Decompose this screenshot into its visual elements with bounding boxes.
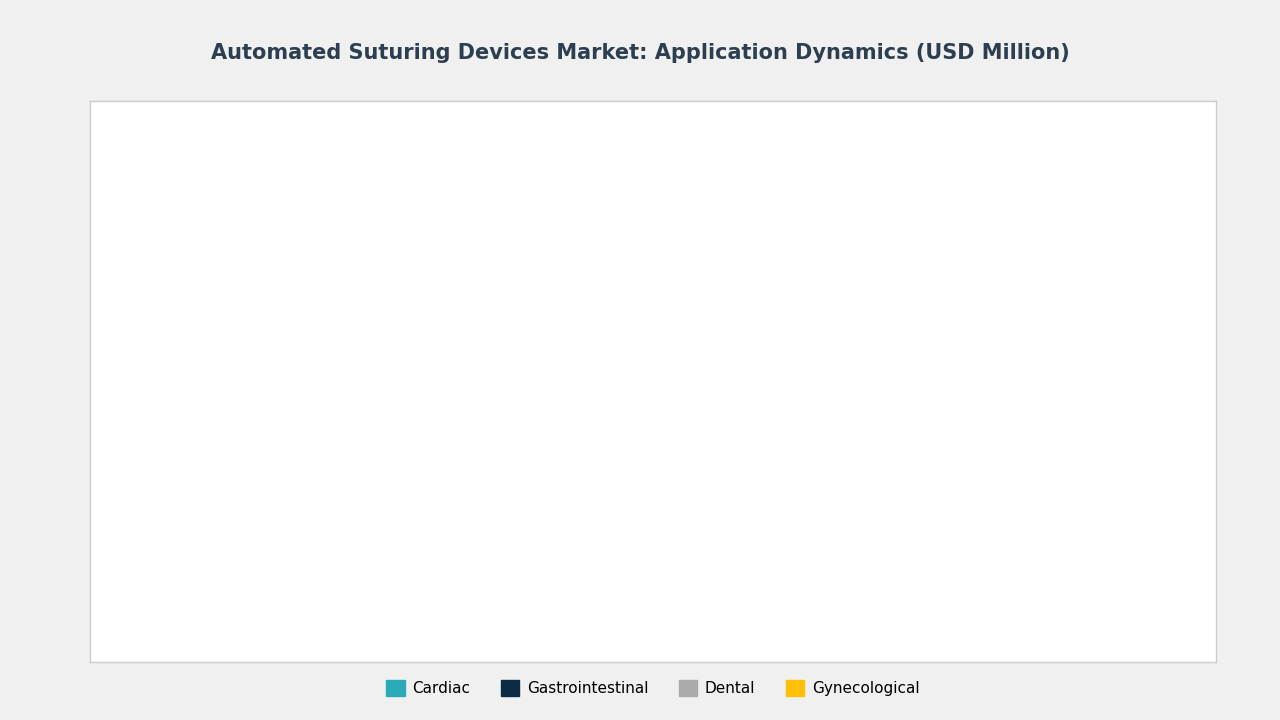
Bar (264, 369, 375, 576)
Bar (152, 244, 264, 576)
Legend: Cardiac, Gastrointestinal, Dental, Gynecological: Cardiac, Gastrointestinal, Dental, Gynec… (380, 674, 925, 702)
Bar (819, 322, 931, 576)
Bar (931, 379, 1042, 576)
Bar (375, 415, 486, 576)
Bar (1042, 387, 1153, 576)
Bar (486, 431, 598, 576)
Bar (708, 192, 819, 576)
Text: Automated Suturing Devices Market: Application Dynamics (USD Million): Automated Suturing Devices Market: Appli… (211, 43, 1069, 63)
